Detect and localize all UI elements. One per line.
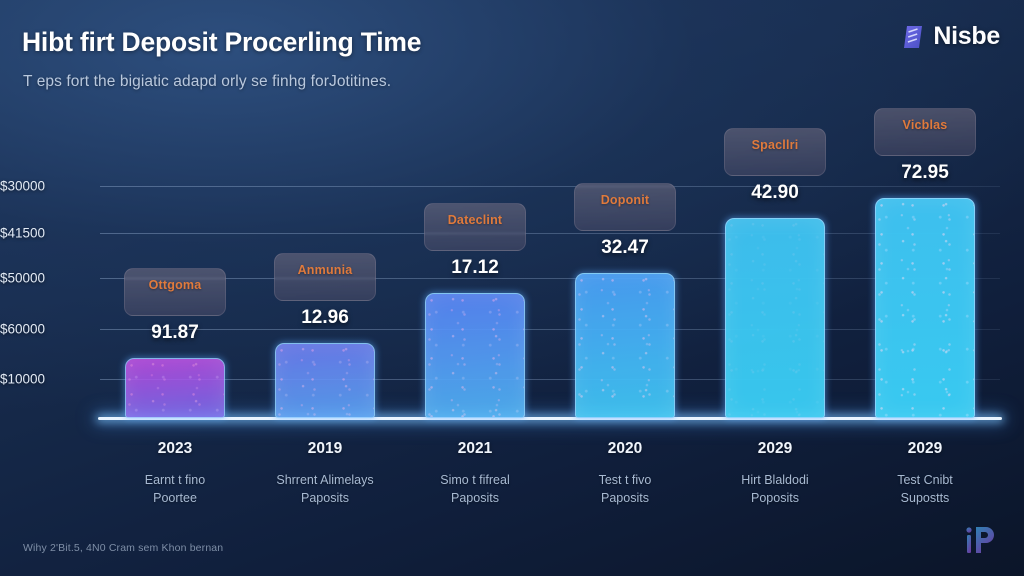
x-axis-category: 2019 Shrrent Alimelays Paposits xyxy=(235,440,415,508)
bar-value-label: 12.96 xyxy=(301,307,349,328)
x-axis-category: 2029 Hirt Blaldodi Poposits xyxy=(685,440,865,508)
gridline xyxy=(100,379,1000,381)
y-axis-tick-label: $30000 xyxy=(0,178,46,194)
bar-tooltip-chip[interactable]: Vicblas xyxy=(874,108,976,156)
x-axis-category: 2020 Test t fivo Paposits xyxy=(535,440,715,508)
bar[interactable] xyxy=(725,218,825,418)
gridline xyxy=(100,185,1000,187)
bar-tooltip-label: Ottgoma xyxy=(148,278,202,292)
x-axis-sublabel: Test t fivo Paposits xyxy=(598,473,652,505)
bar-tooltip-label: Anmunia xyxy=(297,263,353,277)
slashed-parallelogram-logo-icon xyxy=(904,25,923,48)
x-axis-sublabel: Shrrent Alimelays Paposits xyxy=(276,473,374,505)
bar-texture xyxy=(426,294,524,417)
page-subtitle: T eps fort the bigiatic adapd orly se fi… xyxy=(23,73,392,90)
x-axis-sublabel: Earnt t fino Poortee xyxy=(144,473,206,505)
x-axis-year-label: 2021 xyxy=(457,440,493,457)
bar-tooltip-chip[interactable]: Spacllri xyxy=(724,128,826,176)
bar-tooltip-chip[interactable]: Ottgoma xyxy=(124,268,226,316)
bar-tooltip-chip[interactable]: Anmunia xyxy=(274,253,376,301)
bar-value-label: 17.12 xyxy=(451,257,499,278)
bar-value-label: 72.95 xyxy=(901,162,949,183)
y-axis-tick-label: $50000 xyxy=(0,270,46,286)
x-axis-category: 2029 Test Cnibt Supostts xyxy=(835,440,1015,508)
x-axis-year-label: 2029 xyxy=(757,440,793,457)
bar[interactable] xyxy=(425,293,525,418)
x-axis-category: 2023 Earnt t fino Poortee xyxy=(85,440,265,508)
bar-texture xyxy=(726,219,824,417)
bar[interactable] xyxy=(275,343,375,418)
bar[interactable] xyxy=(875,198,975,418)
bar-tooltip-label: Doponit xyxy=(600,193,650,207)
x-axis-sublabel: Simo t fifreal Paposits xyxy=(440,473,510,505)
brand-name: Nisbe xyxy=(933,22,1000,50)
x-axis-year-label: 2020 xyxy=(607,440,643,457)
bar-value-label: 42.90 xyxy=(751,182,799,203)
x-axis-baseline xyxy=(98,417,1002,420)
footnote: Wihy 2'Bit.5, 4N0 Cram sem Khon bernan xyxy=(23,542,224,554)
x-axis-year-label: 2019 xyxy=(307,440,343,457)
bar-texture xyxy=(876,199,974,417)
gridline xyxy=(100,233,1000,235)
bar-texture xyxy=(576,274,674,417)
x-axis-year-label: 2023 xyxy=(157,440,193,457)
x-axis-year-label: 2029 xyxy=(907,440,943,457)
bar[interactable] xyxy=(125,358,225,418)
bar-tooltip-chip[interactable]: Doponit xyxy=(574,183,676,231)
gridline xyxy=(100,328,1000,330)
y-axis-tick-label: $41500 xyxy=(0,225,46,241)
x-axis-sublabel: Test Cnibt Supostts xyxy=(897,473,953,505)
bar-texture xyxy=(126,359,224,417)
bar[interactable] xyxy=(575,273,675,418)
bar-tooltip-chip[interactable]: Dateclint xyxy=(424,203,526,251)
bar-texture xyxy=(276,344,374,417)
x-axis-category: 2021 Simo t fifreal Paposits xyxy=(385,440,565,508)
brand-logo: Nisbe xyxy=(900,22,1000,51)
plot-area: $30000 $41500 $50000 $60000 $10000 91.87 Ottgo… xyxy=(0,108,1002,420)
ip-watermark-icon xyxy=(966,527,994,553)
bar-tooltip-label: Dateclint xyxy=(447,213,503,227)
bar-tooltip-label: Spacllri xyxy=(751,138,799,152)
y-axis-tick-label: $10000 xyxy=(0,371,46,387)
bar-value-label: 32.47 xyxy=(601,237,649,258)
page-title: Hibt firt Deposit Procerling Time xyxy=(22,27,422,57)
y-axis-tick-label: $60000 xyxy=(0,321,46,337)
bar-value-label: 91.87 xyxy=(151,322,199,343)
gridline xyxy=(100,277,1000,279)
bar-tooltip-label: Vicblas xyxy=(902,118,948,132)
x-axis-sublabel: Hirt Blaldodi Poposits xyxy=(741,473,809,505)
